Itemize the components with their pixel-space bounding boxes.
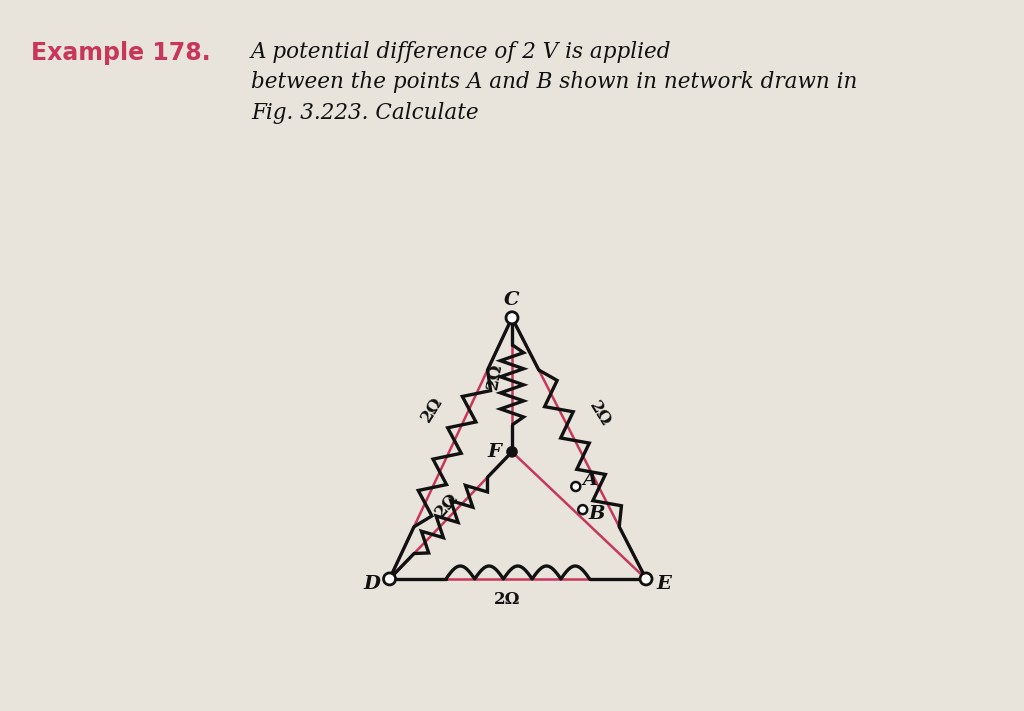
Circle shape	[506, 312, 518, 324]
Circle shape	[571, 482, 581, 491]
Text: 2Ω: 2Ω	[432, 489, 462, 520]
Text: Example 178.: Example 178.	[31, 41, 210, 65]
Text: 2Ω: 2Ω	[586, 398, 614, 429]
Text: A: A	[582, 471, 597, 488]
Circle shape	[507, 447, 517, 457]
Text: A potential difference of 2 V is applied
between the points A and B shown in net: A potential difference of 2 V is applied…	[251, 41, 857, 124]
Text: B: B	[589, 506, 605, 523]
Text: C: C	[504, 292, 520, 309]
Text: 2Ω: 2Ω	[495, 592, 520, 608]
Text: 2Ω: 2Ω	[418, 394, 445, 425]
Circle shape	[384, 573, 395, 585]
Text: F: F	[487, 443, 502, 461]
Text: E: E	[656, 574, 671, 592]
Text: 2Ω: 2Ω	[483, 362, 505, 391]
Text: D: D	[364, 574, 380, 592]
Circle shape	[579, 505, 587, 514]
Circle shape	[640, 573, 652, 585]
